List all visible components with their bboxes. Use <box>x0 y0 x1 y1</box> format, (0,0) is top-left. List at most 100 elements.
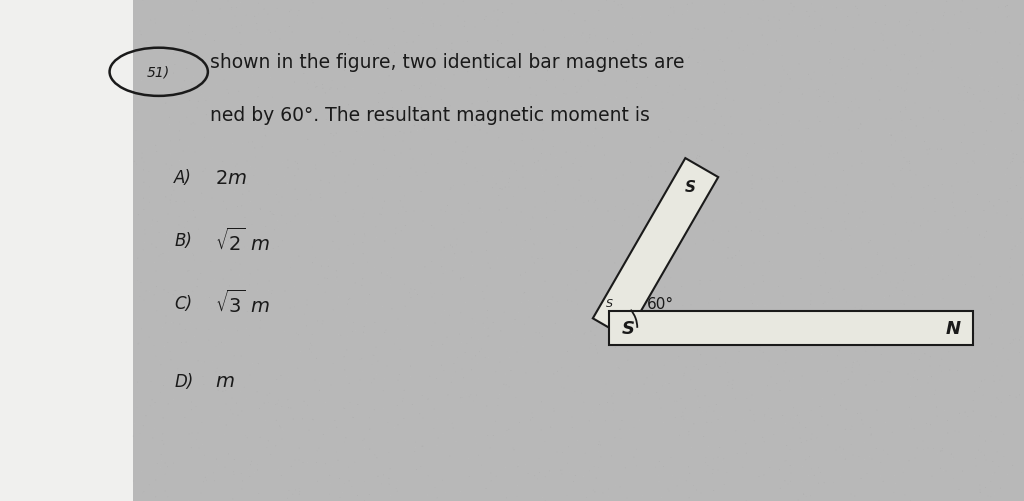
Point <box>928 200 944 208</box>
Point <box>375 387 391 395</box>
Point <box>813 351 829 359</box>
Point <box>534 398 550 406</box>
Point <box>737 433 754 441</box>
Point <box>886 488 902 496</box>
Point <box>597 417 613 425</box>
Point <box>632 338 648 346</box>
Point <box>529 358 546 366</box>
Point <box>968 454 984 462</box>
Point <box>480 354 497 362</box>
Point <box>934 367 950 375</box>
Point <box>230 223 247 231</box>
Point <box>901 158 918 166</box>
Point <box>841 127 857 135</box>
Point <box>527 386 544 394</box>
Point <box>610 329 627 337</box>
Point <box>384 305 400 313</box>
Point <box>951 485 968 493</box>
Point <box>185 252 202 260</box>
Point <box>639 288 655 296</box>
Point <box>614 222 631 230</box>
Point <box>228 5 245 13</box>
Point <box>710 415 726 423</box>
Point <box>174 185 190 193</box>
Point <box>906 293 923 301</box>
Point <box>590 308 606 316</box>
Point <box>441 452 458 460</box>
Point <box>725 97 741 105</box>
Point <box>716 9 732 17</box>
Point <box>921 373 937 381</box>
Point <box>480 325 497 333</box>
Point <box>183 167 200 175</box>
Point <box>898 292 914 300</box>
Point <box>645 205 662 213</box>
Point <box>588 48 604 56</box>
Point <box>381 448 397 456</box>
Point <box>425 21 441 29</box>
Point <box>723 114 739 122</box>
Point <box>965 397 981 405</box>
Point <box>489 7 506 15</box>
Point <box>895 468 911 476</box>
Point <box>988 284 1005 292</box>
Point <box>954 77 971 85</box>
Point <box>888 255 904 263</box>
Point <box>395 175 412 183</box>
Point <box>337 179 353 187</box>
Point <box>745 2 762 10</box>
Point <box>981 362 997 370</box>
Point <box>995 345 1012 353</box>
Point <box>776 477 793 485</box>
Point <box>186 149 203 157</box>
Point <box>984 470 1000 478</box>
Point <box>790 178 806 186</box>
Point <box>546 370 562 378</box>
Point <box>453 276 469 284</box>
Point <box>777 420 794 428</box>
Point <box>658 54 675 62</box>
Point <box>786 202 803 210</box>
Point <box>318 116 335 124</box>
Point <box>215 198 231 206</box>
Point <box>710 466 726 474</box>
Point <box>617 267 634 275</box>
Point <box>690 392 707 400</box>
Point <box>153 456 169 464</box>
Point <box>916 138 933 146</box>
Point <box>804 465 820 473</box>
Point <box>962 85 978 93</box>
Point <box>507 160 523 168</box>
Point <box>837 75 853 83</box>
Point <box>926 444 942 452</box>
Point <box>706 304 722 312</box>
Point <box>618 95 635 103</box>
Point <box>823 41 840 49</box>
Point <box>615 158 632 166</box>
Point <box>746 353 763 361</box>
Point <box>791 61 807 69</box>
Point <box>924 373 940 381</box>
Point <box>736 345 753 353</box>
Point <box>444 268 461 276</box>
Point <box>838 225 854 233</box>
Point <box>366 352 382 360</box>
Point <box>681 431 697 439</box>
Point <box>814 395 830 403</box>
Point <box>720 131 736 139</box>
Point <box>688 486 705 494</box>
Point <box>622 346 638 354</box>
Point <box>549 74 565 82</box>
Point <box>452 331 468 339</box>
Point <box>927 195 943 203</box>
Point <box>168 198 184 206</box>
Point <box>434 291 451 299</box>
Point <box>524 213 541 221</box>
Point <box>434 256 451 264</box>
Point <box>317 399 334 407</box>
Point <box>992 273 1009 281</box>
Point <box>827 446 844 454</box>
Point <box>810 380 826 388</box>
Point <box>185 120 202 128</box>
Point <box>607 203 624 211</box>
